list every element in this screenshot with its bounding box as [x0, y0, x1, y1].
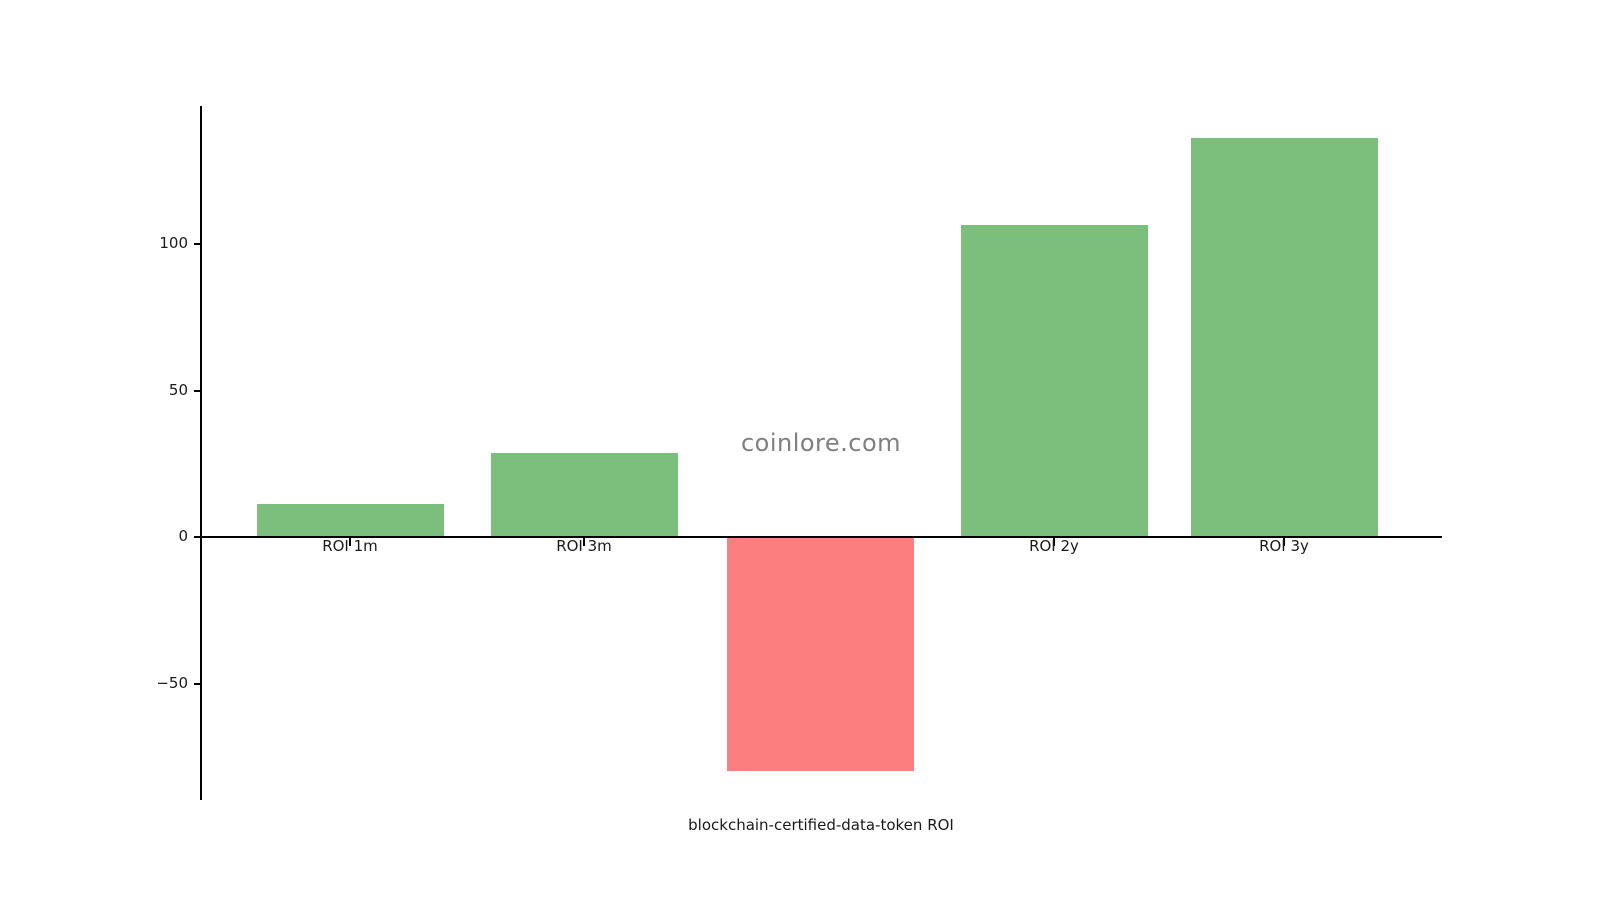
x-tick [583, 537, 585, 546]
x-tick [1053, 537, 1055, 546]
y-tick-label: 100 [159, 234, 188, 252]
x-tick-label: ROI 2y [1029, 537, 1079, 555]
y-tick [194, 243, 201, 245]
chart-title: blockchain-certified-data-token ROI [688, 816, 954, 834]
y-tick [194, 536, 201, 538]
watermark-text: coinlore.com [740, 429, 902, 457]
y-tick-label: 50 [168, 380, 188, 399]
y-tick-label: −50 [156, 673, 188, 692]
x-tick [349, 537, 351, 546]
y-tick [194, 389, 201, 392]
bar-hidden-label [726, 537, 914, 771]
y-tick [194, 682, 201, 685]
x-tick-label: ROI 3y [1259, 537, 1309, 555]
x-axis-zero-line [201, 536, 1442, 538]
x-tick-label: ROI 3m [556, 537, 612, 555]
y-axis-line [200, 106, 202, 800]
y-tick-label: 0 [178, 527, 188, 545]
x-tick-label: ROI 1m [322, 537, 378, 555]
bar-roi-2y [960, 224, 1148, 537]
bar-roi-3y [1190, 138, 1378, 537]
bar-roi-3m [490, 453, 678, 537]
x-tick [1283, 537, 1285, 546]
bar-roi-1m [256, 504, 444, 537]
